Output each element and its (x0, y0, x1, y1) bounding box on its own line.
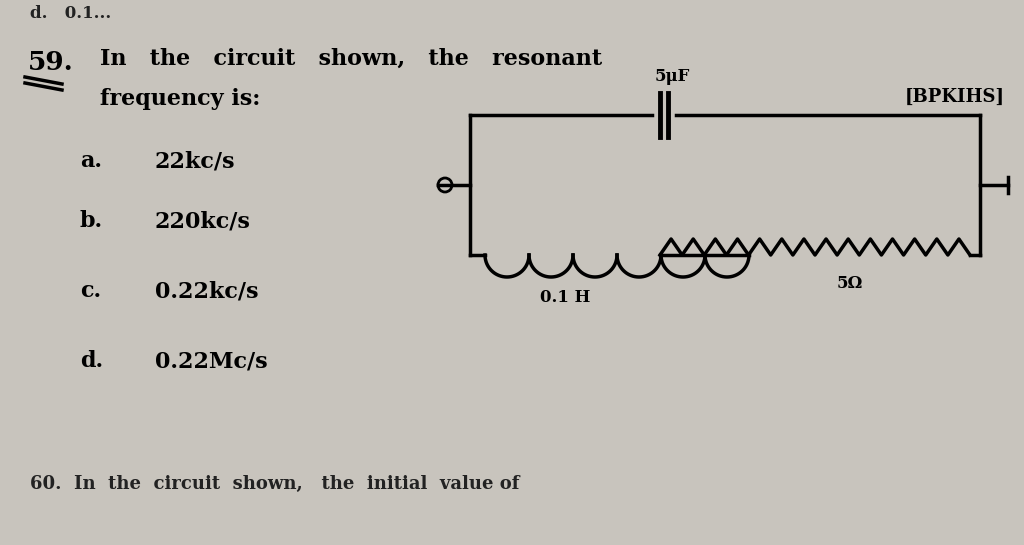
Text: b.: b. (80, 210, 103, 232)
Text: c.: c. (80, 280, 101, 302)
Text: 0.22kc/s: 0.22kc/s (155, 280, 258, 302)
Text: 60.  In  the  circuit  shown,   the  initial  value of: 60. In the circuit shown, the initial va… (30, 475, 519, 493)
Text: 0.22Mc/s: 0.22Mc/s (155, 350, 267, 372)
Text: [BPKIHS]: [BPKIHS] (905, 88, 1005, 106)
Text: frequency is:: frequency is: (100, 88, 260, 110)
Text: 5Ω: 5Ω (837, 275, 863, 292)
Text: 5μF: 5μF (655, 68, 690, 85)
Text: 59.: 59. (28, 50, 74, 75)
Text: 220kc/s: 220kc/s (155, 210, 251, 232)
Text: 22kc/s: 22kc/s (155, 150, 236, 172)
Text: d.: d. (80, 350, 103, 372)
Text: d.   0.1...: d. 0.1... (30, 5, 112, 22)
Text: a.: a. (80, 150, 102, 172)
Text: In   the   circuit   shown,   the   resonant: In the circuit shown, the resonant (100, 48, 602, 70)
Text: 0.1 H: 0.1 H (540, 289, 590, 306)
